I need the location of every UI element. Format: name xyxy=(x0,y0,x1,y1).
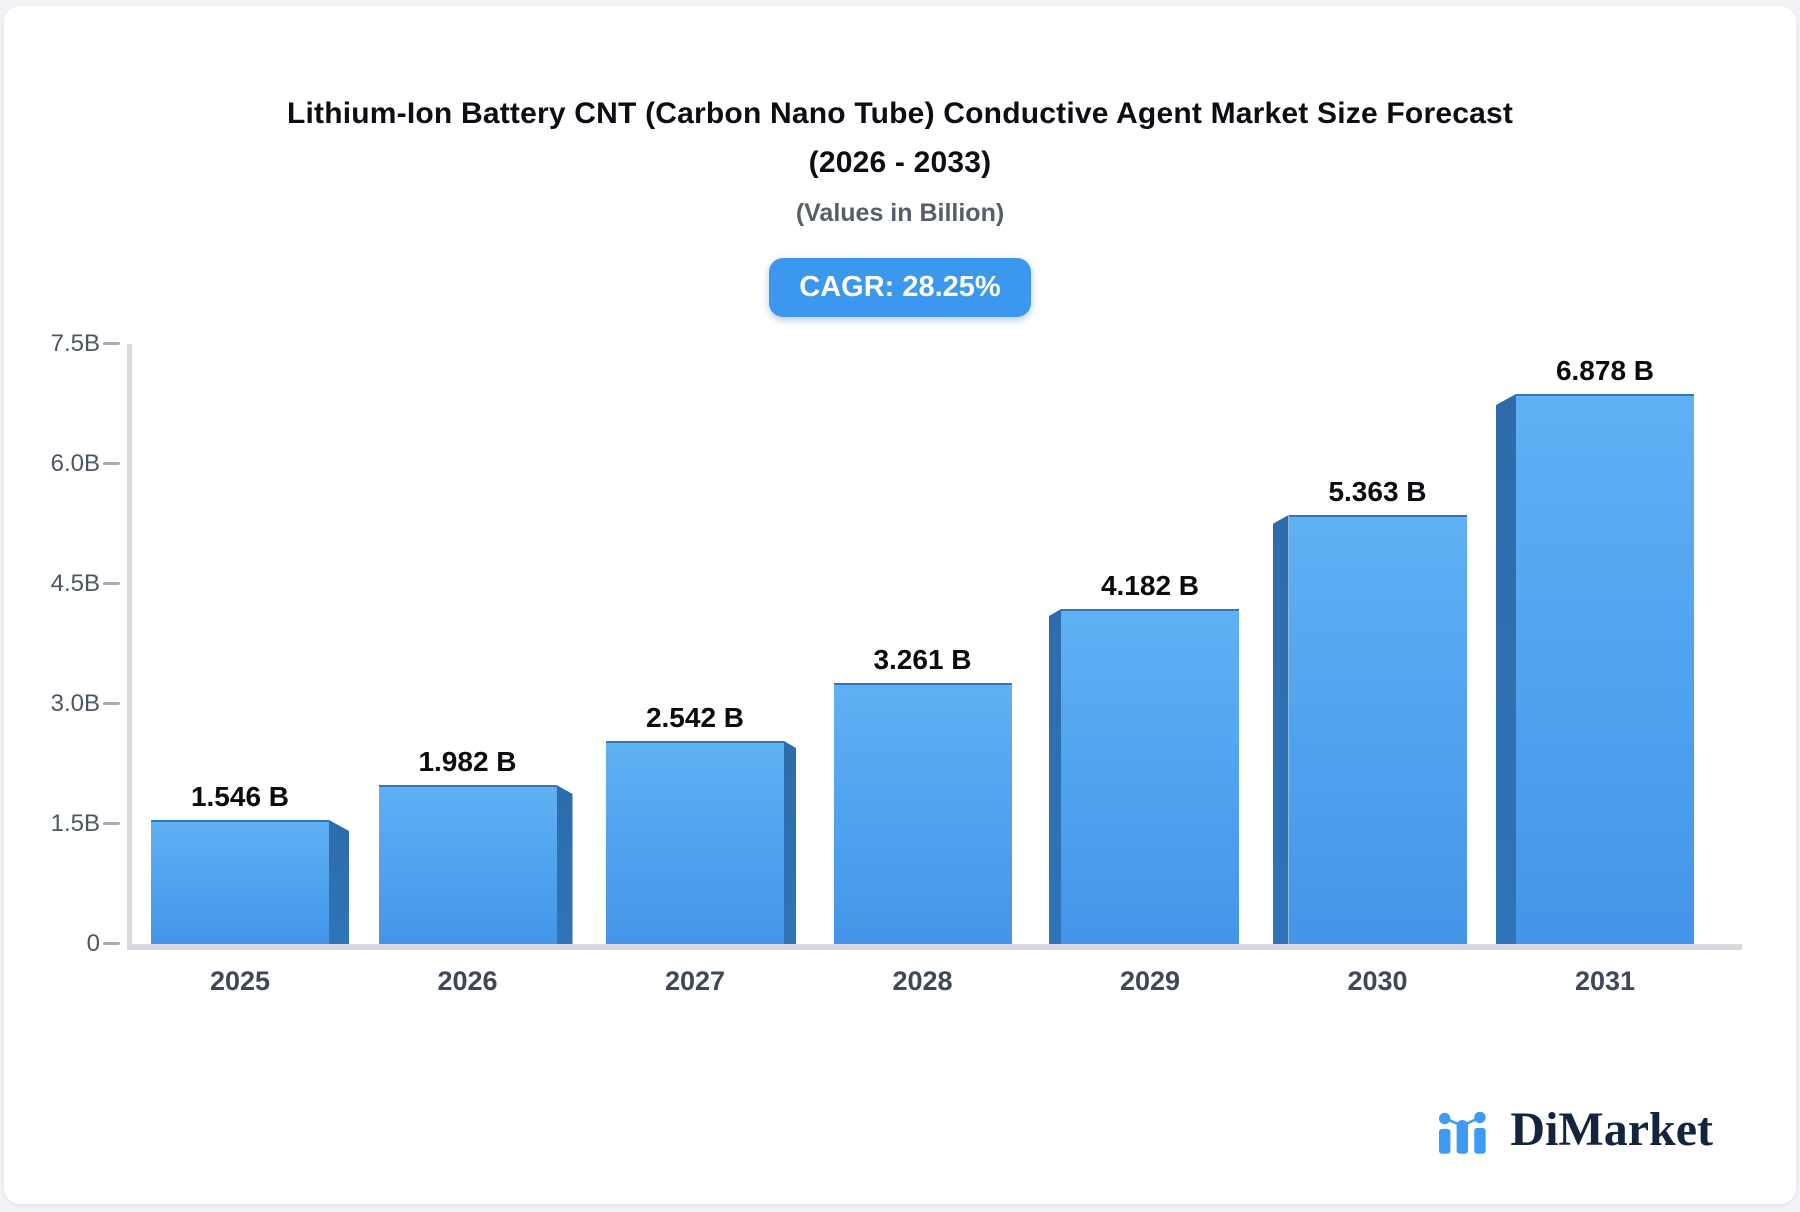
bar-value-label: 3.261 B xyxy=(873,644,972,675)
bar-value-label: 4.182 B xyxy=(1100,570,1200,601)
x-tick-label-2027: 2027 xyxy=(664,966,726,996)
y-tick-mark xyxy=(103,582,120,585)
y-tick-label: 6.0B xyxy=(50,450,100,477)
bar-value-label: 1.982 B xyxy=(418,746,517,777)
bar-value-label: 2.542 B xyxy=(645,702,745,733)
x-axis-line xyxy=(127,944,1742,950)
bar-2028 xyxy=(833,683,1012,944)
bar-2029 xyxy=(1061,609,1239,944)
x-tick-label-2030: 2030 xyxy=(1347,966,1408,996)
bar-value-label: 5.363 B xyxy=(1328,476,1427,507)
x-tick-label-2031: 2031 xyxy=(1574,966,1636,996)
y-tick-label: 1.5B xyxy=(50,810,100,837)
bar-side-face xyxy=(329,820,349,944)
y-axis-line xyxy=(127,344,132,950)
bar-side-face xyxy=(784,741,796,944)
bar-2027 xyxy=(606,741,784,944)
bar-2025 xyxy=(151,820,329,944)
brand-logo-text: DiMarket xyxy=(1510,1103,1713,1156)
bar-2026 xyxy=(378,785,557,944)
y-tick-label: 7.5B xyxy=(50,330,100,357)
bar-value-label: 1.546 B xyxy=(190,781,290,812)
mini-bar-chart-icon xyxy=(1439,1112,1487,1154)
x-tick-label-2028: 2028 xyxy=(892,966,953,996)
bar-side-face xyxy=(556,785,573,944)
bar-2031 xyxy=(1516,394,1694,944)
bar-2030 xyxy=(1288,515,1467,944)
brand-logo: DiMarket xyxy=(1439,1106,1713,1154)
x-tick-label-2026: 2026 xyxy=(437,966,498,996)
y-tick-mark xyxy=(103,942,120,945)
y-tick-mark xyxy=(103,342,120,345)
plot-area: 0 1.5B 3.0B 4.5B 6.0B 7.5B 1.546 B 1.982 B 2.54… xyxy=(51,330,1742,996)
chart-title: Lithium-Ion Battery CNT (Carbon Nano Tub… xyxy=(286,97,1514,179)
bar-side-face xyxy=(1496,394,1516,944)
y-tick-label: 4.5B xyxy=(50,570,100,597)
chart-header: Lithium-Ion Battery CNT (Carbon Nano Tub… xyxy=(0,90,1800,318)
chart-subtitle: (Values in Billion) xyxy=(795,199,1005,228)
bar-side-face xyxy=(1272,515,1289,944)
y-tick-mark xyxy=(103,702,120,705)
y-tick-mark xyxy=(103,822,120,825)
y-tick-label: 0 xyxy=(86,930,100,957)
bar-side-face xyxy=(1049,609,1061,944)
cagr-badge: CAGR: 28.25% xyxy=(769,258,1031,318)
y-tick-label: 3.0B xyxy=(50,690,100,717)
y-tick-mark xyxy=(103,462,120,465)
x-tick-label-2025: 2025 xyxy=(209,966,271,996)
x-tick-label-2029: 2029 xyxy=(1119,966,1181,996)
bar-value-label: 6.878 B xyxy=(1555,355,1655,386)
